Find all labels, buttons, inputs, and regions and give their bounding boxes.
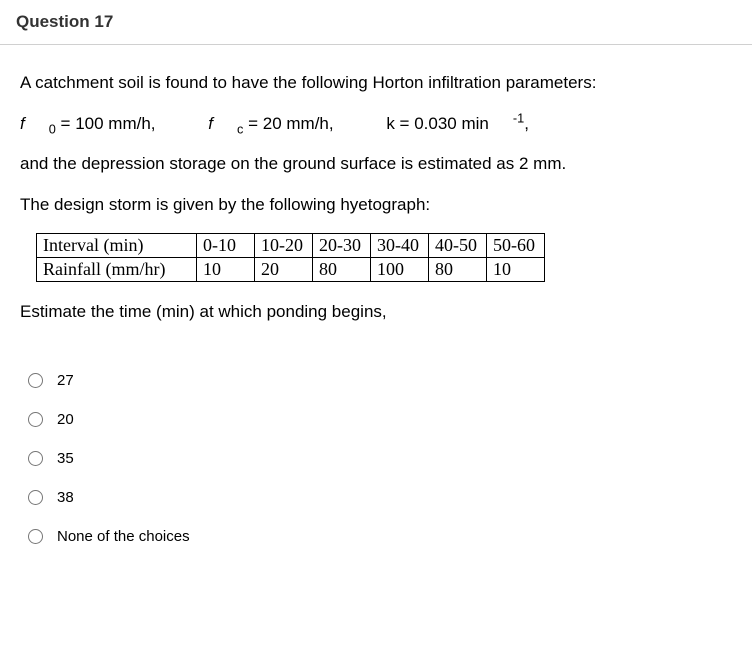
interval-label: Interval (min) (37, 233, 197, 257)
rainfall-label: Rainfall (mm/hr) (37, 257, 197, 281)
rainfall-cell: 10 (487, 257, 545, 281)
table-row-interval: Interval (min) 0-10 10-20 20-30 30-40 40… (37, 233, 545, 257)
radio-icon[interactable] (28, 412, 43, 427)
radio-icon[interactable] (28, 490, 43, 505)
depression-text: and the depression storage on the ground… (20, 150, 732, 177)
parameters-line: f0 = 100 mm/h, fc = 20 mm/h, k = 0.030 m… (20, 110, 732, 136)
option-label: None of the choices (57, 528, 190, 545)
interval-cell: 20-30 (313, 233, 371, 257)
question-number: Question 17 (16, 12, 736, 32)
param-fc: fc = 20 mm/h, (208, 114, 357, 133)
table-row-rainfall: Rainfall (mm/hr) 10 20 80 100 80 10 (37, 257, 545, 281)
option-label: 27 (57, 372, 74, 389)
option-row[interactable]: 38 (28, 478, 740, 517)
option-row[interactable]: 20 (28, 400, 740, 439)
prompt-text: Estimate the time (min) at which ponding… (20, 298, 732, 325)
option-label: 38 (57, 489, 74, 506)
radio-icon[interactable] (28, 451, 43, 466)
option-row[interactable]: None of the choices (28, 517, 740, 556)
hyetograph-table: Interval (min) 0-10 10-20 20-30 30-40 40… (36, 233, 545, 282)
rainfall-cell: 100 (371, 257, 429, 281)
param-f0: f0 = 100 mm/h, (20, 114, 180, 133)
option-label: 20 (57, 411, 74, 428)
rainfall-cell: 10 (197, 257, 255, 281)
interval-cell: 50-60 (487, 233, 545, 257)
interval-cell: 0-10 (197, 233, 255, 257)
param-k: k = 0.030 min-1, (386, 114, 553, 133)
interval-cell: 40-50 (429, 233, 487, 257)
hyetograph-table-wrap: Interval (min) 0-10 10-20 20-30 30-40 40… (36, 233, 732, 282)
storm-intro: The design storm is given by the followi… (20, 191, 732, 218)
question-header: Question 17 (0, 0, 752, 45)
rainfall-cell: 80 (313, 257, 371, 281)
option-row[interactable]: 35 (28, 439, 740, 478)
question-body: A catchment soil is found to have the fo… (0, 45, 752, 355)
interval-cell: 10-20 (255, 233, 313, 257)
radio-icon[interactable] (28, 373, 43, 388)
rainfall-cell: 20 (255, 257, 313, 281)
intro-text: A catchment soil is found to have the fo… (20, 69, 732, 96)
radio-icon[interactable] (28, 529, 43, 544)
interval-cell: 30-40 (371, 233, 429, 257)
option-label: 35 (57, 450, 74, 467)
option-row[interactable]: 27 (28, 361, 740, 400)
answer-options: 27 20 35 38 None of the choices (0, 355, 752, 568)
rainfall-cell: 80 (429, 257, 487, 281)
